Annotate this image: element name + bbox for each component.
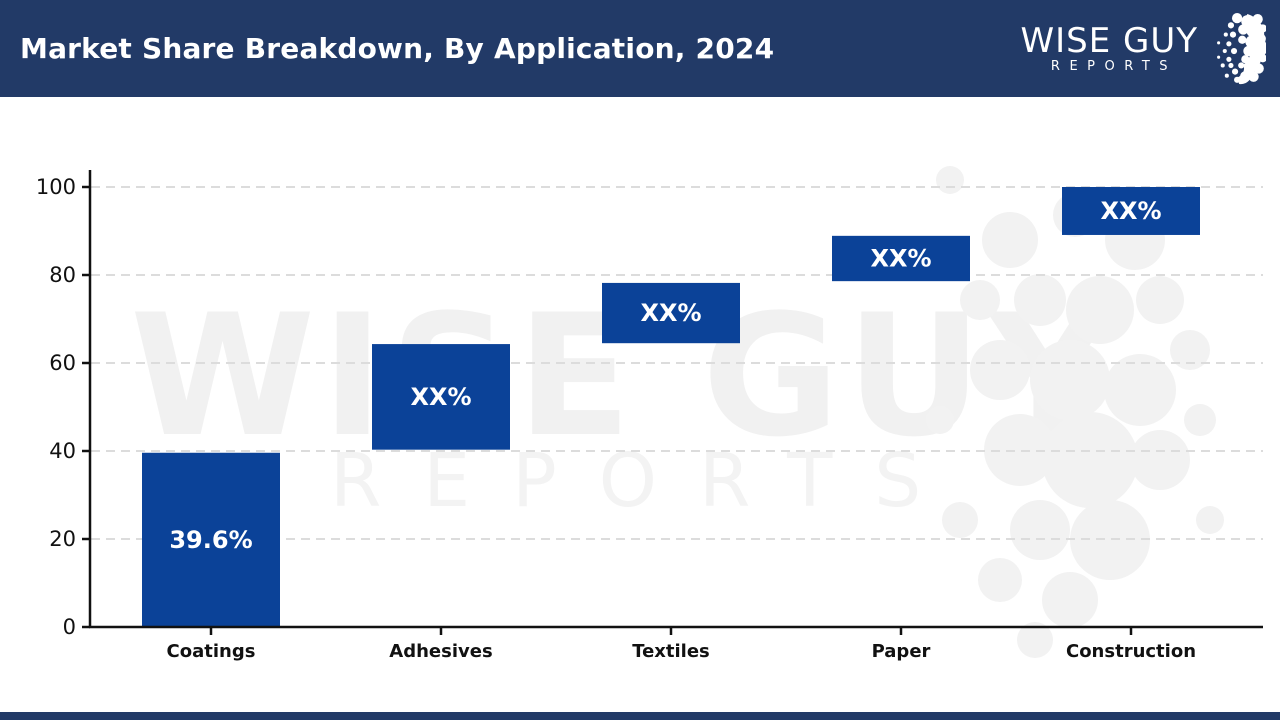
logo-wordmark: WISE GUY xyxy=(1020,21,1198,61)
bar-value-label: 39.6% xyxy=(169,526,252,554)
y-tick-label: 60 xyxy=(49,351,76,375)
x-category-label: Adhesives xyxy=(389,641,492,662)
bar-value-label: XX% xyxy=(410,383,471,411)
y-tick-label: 80 xyxy=(49,263,76,287)
bar-adhesives xyxy=(372,344,510,450)
bar-value-label: XX% xyxy=(640,299,701,327)
page-title: Market Share Breakdown, By Application, … xyxy=(20,32,775,65)
bar-value-label: XX% xyxy=(870,245,931,273)
header: Market Share Breakdown, By Application, … xyxy=(0,0,1280,97)
watermark-subtitle: REPORTS xyxy=(330,438,964,524)
bar-coatings xyxy=(142,452,280,627)
y-tick-label: 20 xyxy=(49,527,76,551)
wiseguy-logo: WISE GUY REPORTS xyxy=(1020,6,1266,92)
y-tick-label: 100 xyxy=(36,175,76,199)
bar-value-label: XX% xyxy=(1100,197,1161,225)
logo-text: WISE GUY REPORTS xyxy=(1020,23,1198,75)
bar-textiles xyxy=(602,282,740,344)
x-category-label: Construction xyxy=(1066,641,1196,662)
bar-construction xyxy=(1062,187,1200,235)
y-tick-label: 40 xyxy=(49,439,76,463)
x-category-label: Textiles xyxy=(632,641,710,662)
logo-face-icon xyxy=(1217,13,1266,85)
footer-bar xyxy=(0,712,1280,720)
x-category-label: Coatings xyxy=(167,641,256,662)
y-tick-label: 0 xyxy=(63,615,76,639)
logo-tagline: REPORTS xyxy=(1050,59,1178,74)
bar-paper xyxy=(832,235,970,282)
x-category-label: Paper xyxy=(872,641,931,662)
